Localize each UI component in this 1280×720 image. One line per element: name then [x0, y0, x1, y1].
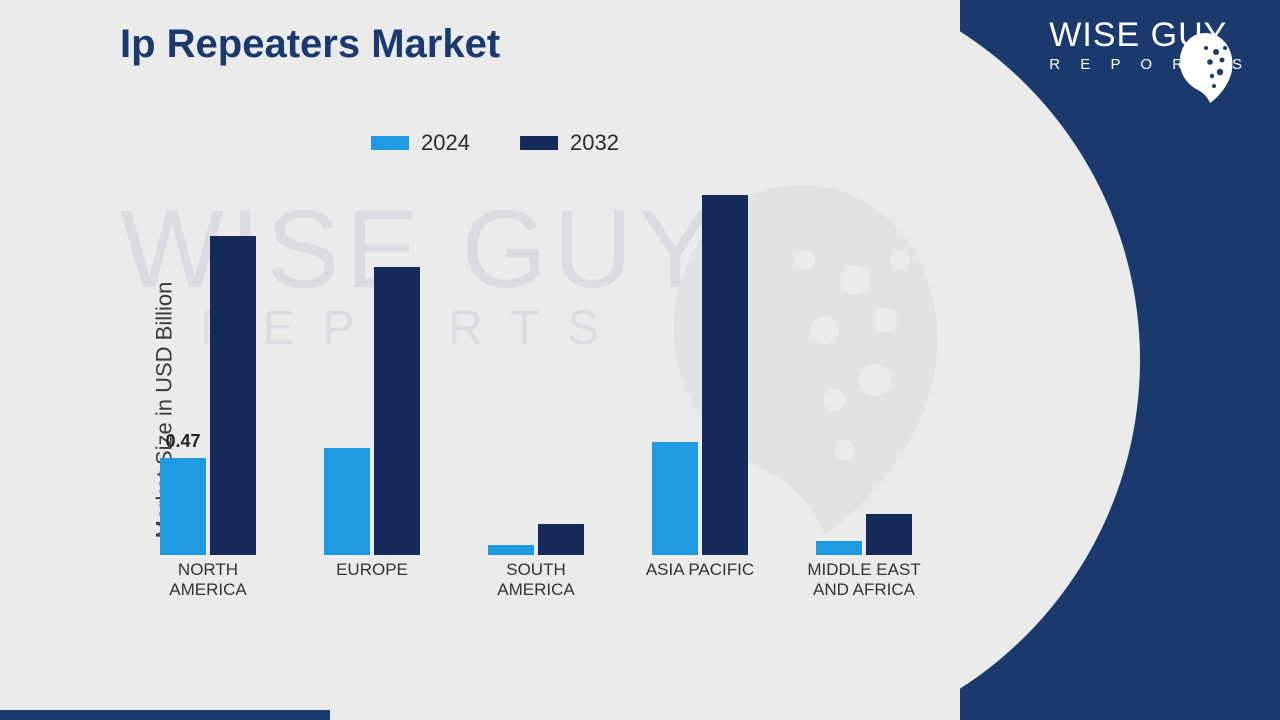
bar-2024 — [652, 442, 698, 555]
bar-2032 — [702, 195, 748, 555]
bar-2032 — [866, 514, 912, 555]
bar-2032 — [210, 236, 256, 555]
bar-2024 — [816, 541, 862, 555]
legend: 2024 2032 — [371, 130, 619, 156]
legend-swatch — [371, 136, 409, 150]
chart-stage: WISE GUY R E P O R T S Ip Repeaters Mark… — [0, 0, 1280, 720]
chart-title: Ip Repeaters Market — [120, 22, 500, 67]
bar-2024 — [488, 545, 534, 555]
legend-swatch — [520, 136, 558, 150]
chart-area: Market Size in USD Billion 20242032 0.47… — [30, 130, 960, 690]
bar-2032 — [538, 524, 584, 555]
logo-head-icon — [1170, 28, 1240, 108]
legend-item-2032: 2032 — [520, 130, 619, 156]
legend-label: 2024 — [421, 130, 470, 156]
footer-accent-bar — [0, 710, 330, 720]
bar-2024 — [324, 448, 370, 555]
x-label: SOUTH AMERICA — [466, 560, 606, 599]
x-label: MIDDLE EAST AND AFRICA — [794, 560, 934, 599]
x-label: NORTH AMERICA — [138, 560, 278, 599]
plot-area: 0.47 — [130, 185, 950, 555]
brand-logo: WISE GUY R E P O R T S — [1049, 18, 1250, 73]
bar-2032 — [374, 267, 420, 555]
x-label: EUROPE — [302, 560, 442, 580]
legend-label: 2032 — [570, 130, 619, 156]
legend-item-2024: 2024 — [371, 130, 470, 156]
bar-2024 — [160, 458, 206, 555]
x-label: ASIA PACIFIC — [630, 560, 770, 580]
value-label: 0.47 — [165, 431, 200, 452]
